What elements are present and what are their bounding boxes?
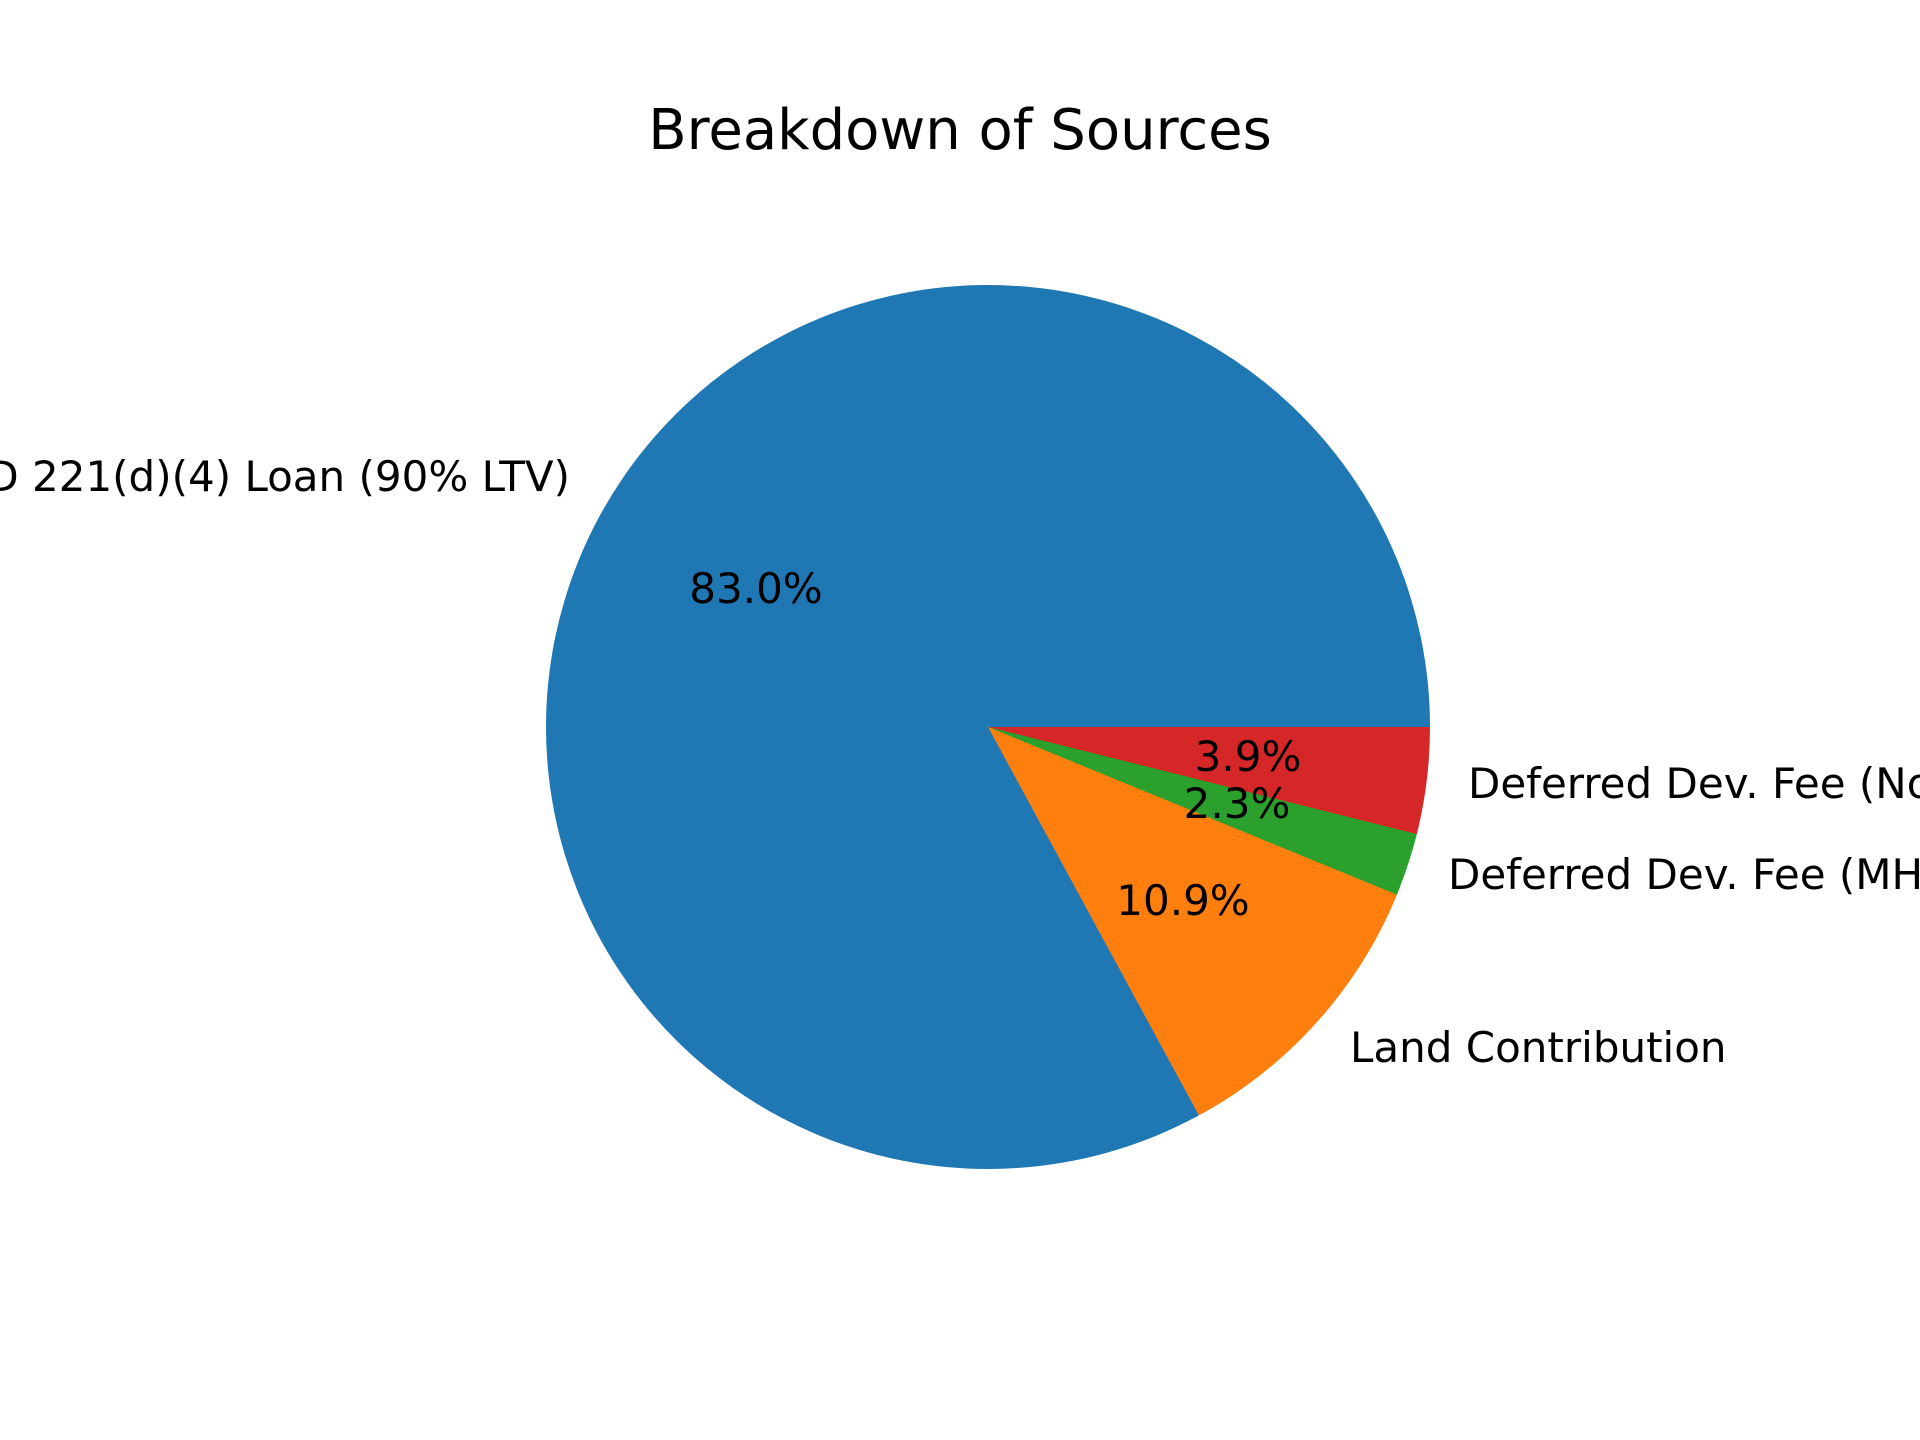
slice-label-deferred-fee-mh: Deferred Dev. Fee (MH (1448, 850, 1920, 899)
pie-chart (546, 285, 1430, 1169)
pct-label-loan-slice: 83.0% (689, 564, 823, 613)
slice-label-deferred-fee-no: Deferred Dev. Fee (No (1468, 759, 1920, 808)
slice-label-loan: D 221(d)(4) Loan (90% LTV) (0, 452, 570, 501)
chart-title: Breakdown of Sources (648, 98, 1272, 163)
pct-label-deferred-fee-mh-slice: 2.3% (1183, 779, 1291, 828)
pct-label-land-contribution-slice: 10.9% (1116, 876, 1250, 925)
pct-label-deferred-fee-no-slice: 3.9% (1194, 732, 1302, 781)
slice-label-land-contribution: Land Contribution (1350, 1023, 1727, 1072)
